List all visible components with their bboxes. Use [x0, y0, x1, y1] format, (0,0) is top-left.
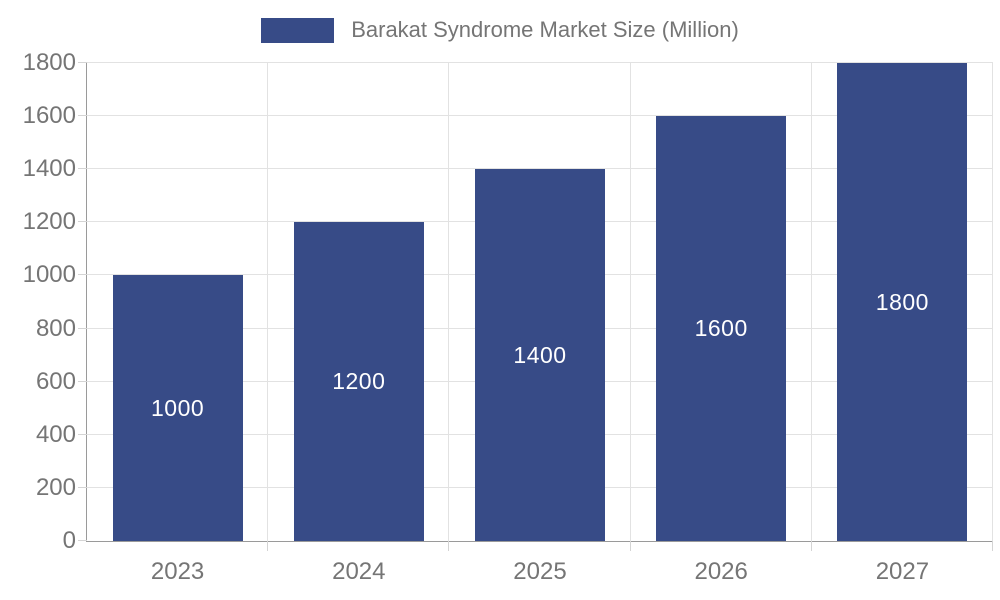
- legend-item[interactable]: Barakat Syndrome Market Size (Million): [0, 14, 1000, 46]
- x-axis-tick-label: 2027: [875, 558, 930, 585]
- bar-value-label: 1000: [151, 394, 205, 421]
- y-axis-tick: [78, 168, 87, 170]
- x-axis-tick: [448, 541, 450, 551]
- horizontal-gridline: [87, 62, 993, 63]
- y-axis-tick-label: 1600: [22, 102, 76, 130]
- x-axis-tick-label: 2023: [150, 558, 205, 585]
- y-axis-tick: [78, 380, 87, 382]
- horizontal-gridline: [87, 168, 993, 170]
- x-axis-tick-label: 2024: [332, 558, 386, 585]
- vertical-gridline: [992, 63, 993, 541]
- y-axis-tick: [78, 274, 87, 276]
- y-axis-tick: [78, 221, 87, 223]
- x-axis-tick: [267, 541, 269, 551]
- y-axis-line: [86, 63, 87, 541]
- x-axis-tick: [810, 541, 812, 551]
- vertical-gridline: [448, 63, 450, 541]
- vertical-gridline: [267, 63, 269, 541]
- y-axis-tick-label: 800: [35, 314, 76, 342]
- y-axis-tick-label: 400: [35, 420, 76, 448]
- legend-swatch: [261, 17, 335, 43]
- x-axis-line: [86, 541, 993, 542]
- x-axis-tick-label: 2025: [513, 558, 567, 585]
- vertical-gridline: [810, 63, 812, 541]
- bar-2023[interactable]: 1000: [112, 275, 243, 541]
- bar-value-label: 1200: [332, 368, 386, 395]
- y-axis-tick: [78, 62, 87, 63]
- bar-2026[interactable]: 1600: [656, 116, 787, 541]
- y-axis-tick: [78, 540, 87, 541]
- y-axis-tick-label: 0: [62, 527, 76, 554]
- y-axis-tick: [78, 433, 87, 435]
- legend-label: Barakat Syndrome Market Size (Million): [351, 17, 739, 42]
- x-axis-tick-label: 2026: [694, 558, 748, 585]
- y-axis-tick: [78, 115, 87, 117]
- x-axis-tick: [992, 541, 993, 551]
- horizontal-gridline: [87, 115, 993, 117]
- y-axis-tick-label: 1800: [22, 49, 76, 76]
- bar-value-label: 1600: [694, 315, 748, 342]
- y-axis-tick-label: 600: [35, 367, 76, 395]
- y-axis-tick-label: 1000: [22, 261, 76, 289]
- bar-value-label: 1400: [513, 341, 567, 368]
- x-axis-tick: [629, 541, 631, 551]
- bar-2027[interactable]: 1800: [837, 63, 968, 541]
- y-axis-tick-label: 1200: [22, 208, 76, 236]
- bar-2024[interactable]: 1200: [293, 222, 424, 541]
- plot-area: 1000 1200 1400 1600 1800: [86, 62, 993, 542]
- y-axis-tick-label: 1400: [22, 155, 76, 183]
- y-axis-tick: [78, 486, 87, 488]
- y-axis-tick: [78, 327, 87, 329]
- y-axis-tick-label: 200: [35, 473, 76, 501]
- vertical-gridline: [629, 63, 631, 541]
- bar-2025[interactable]: 1400: [475, 169, 605, 541]
- bar-value-label: 1800: [875, 288, 929, 315]
